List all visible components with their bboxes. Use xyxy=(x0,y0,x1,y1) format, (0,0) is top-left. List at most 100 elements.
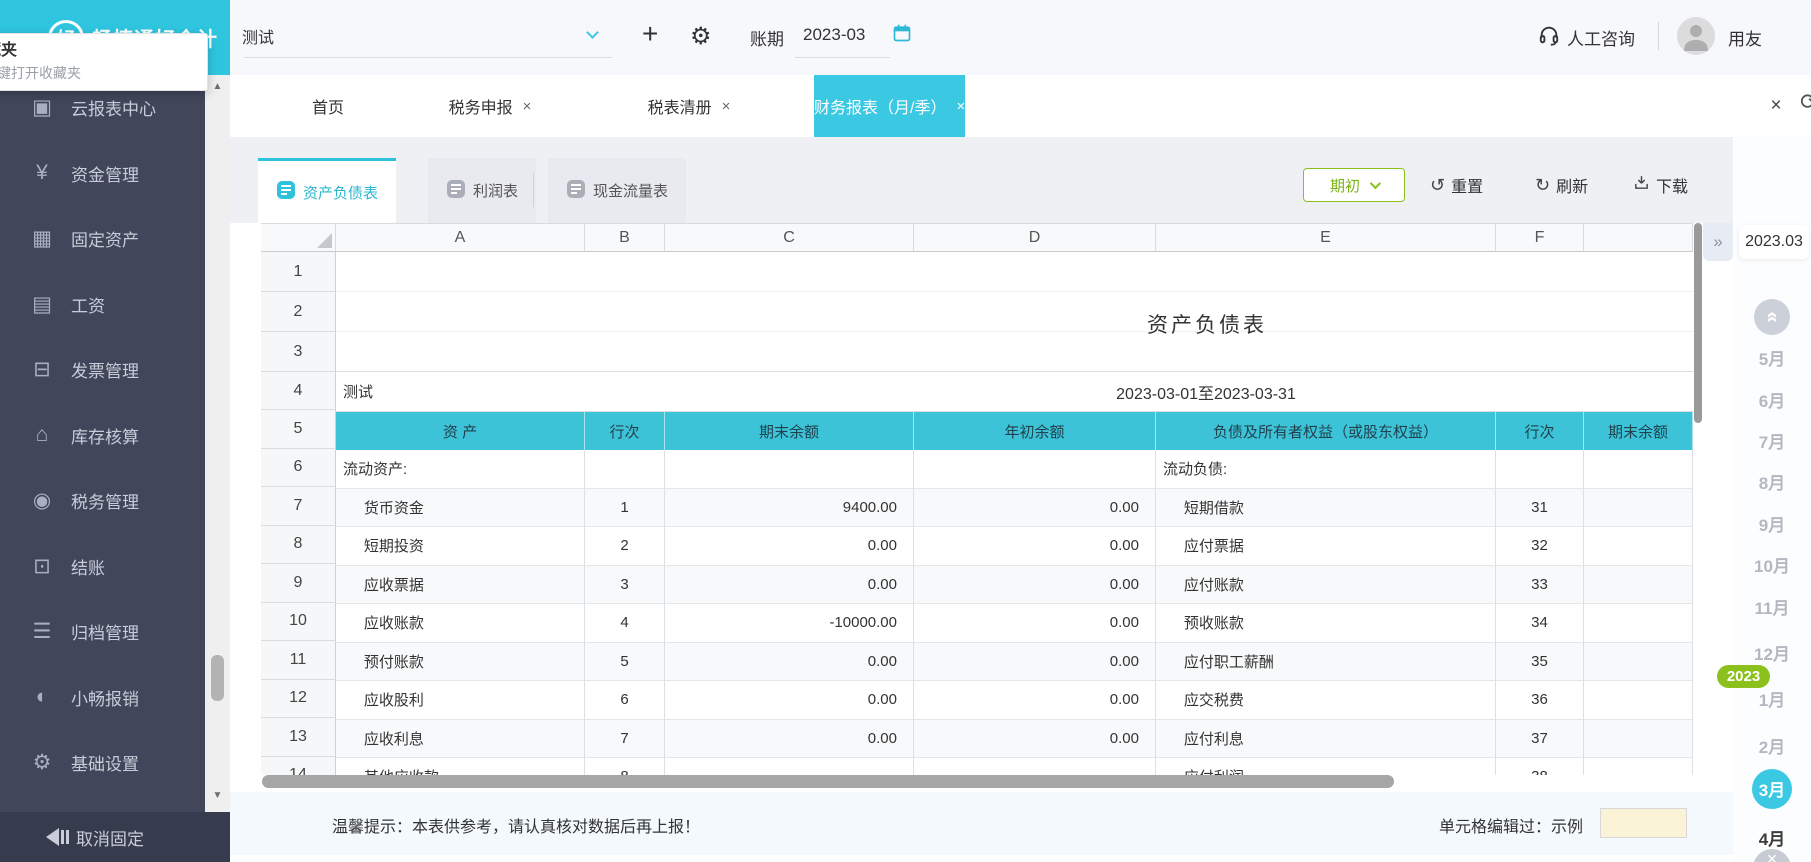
month-item[interactable]: 6月 xyxy=(1758,391,1786,411)
cell-beginning-balance[interactable]: 0.00 xyxy=(914,604,1156,643)
cell-ending-balance-2[interactable] xyxy=(1584,642,1693,681)
cell-beginning-balance[interactable]: 0.00 xyxy=(914,719,1156,758)
panel-close-icon[interactable]: × xyxy=(1753,849,1791,862)
sidebar-item[interactable]: ⊟ 发票管理 xyxy=(0,337,205,403)
cell-asset-name[interactable]: 预付账款 xyxy=(336,642,585,681)
header-ending-balance[interactable]: 期末余额 xyxy=(665,412,914,450)
human-support-button[interactable]: 人工咨询 xyxy=(1538,24,1635,51)
header-line-no-2[interactable]: 行次 xyxy=(1496,412,1584,450)
company-name-cell[interactable]: 测试 xyxy=(343,384,374,401)
sidebar-item[interactable]: ¥ 资金管理 xyxy=(0,141,205,207)
cell-ending-balance-2[interactable] xyxy=(1584,488,1693,527)
cell-line-no[interactable]: 1 xyxy=(585,488,665,527)
cell-ending-balance[interactable]: 9400.00 xyxy=(665,488,914,527)
cell-beginning-balance[interactable]: 0.00 xyxy=(914,681,1156,720)
reset-button[interactable]: ↺ 重置 xyxy=(1430,168,1483,202)
cell-ending-balance-2[interactable] xyxy=(1584,604,1693,643)
cell-liability-name[interactable]: 应付利息 xyxy=(1156,719,1496,758)
current-period-badge[interactable]: 2023.03 xyxy=(1739,225,1809,259)
user-name[interactable]: 用友 xyxy=(1728,30,1762,49)
scroll-up-icon[interactable]: ▲ xyxy=(212,81,223,92)
cell-beginning-balance[interactable]: 0.00 xyxy=(914,527,1156,566)
download-button[interactable]: 下载 xyxy=(1633,168,1688,202)
expand-panel-button[interactable]: » xyxy=(1703,223,1733,261)
cell-line-no[interactable]: 6 xyxy=(585,681,665,720)
month-item[interactable]: 7月 xyxy=(1758,432,1786,452)
cell-asset-name[interactable]: 应收票据 xyxy=(336,565,585,604)
column-header-e[interactable]: E xyxy=(1156,223,1496,252)
scroll-down-icon[interactable]: ▼ xyxy=(212,790,223,801)
tab-cash-flow[interactable]: 现金流量表 xyxy=(548,158,687,223)
sidebar-item[interactable]: ◐ 小畅报销 xyxy=(0,665,205,731)
column-header-g[interactable] xyxy=(1584,223,1693,252)
row-number[interactable]: 13 xyxy=(261,718,336,757)
cell-ending-balance-2[interactable] xyxy=(1584,719,1693,758)
cell-line-no-2[interactable] xyxy=(1496,450,1584,489)
period-value[interactable]: 2023-03 xyxy=(803,25,866,44)
title-band[interactable]: 资产负债表 xyxy=(336,252,1693,372)
cell-line-no[interactable]: 2 xyxy=(585,527,665,566)
sidebar-item[interactable]: ☰ 归档管理 xyxy=(0,599,205,665)
sidebar-item[interactable]: ▦ 固定资产 xyxy=(0,206,205,272)
cell-line-no[interactable]: 4 xyxy=(585,604,665,643)
cell-line-no[interactable]: 7 xyxy=(585,719,665,758)
cell-line-no-2[interactable]: 34 xyxy=(1496,604,1584,643)
cell-liability-name[interactable]: 应付职工薪酬 xyxy=(1156,642,1496,681)
month-item[interactable]: 2月 xyxy=(1758,737,1786,757)
cell-ending-balance-2[interactable] xyxy=(1584,681,1693,720)
calendar-icon[interactable] xyxy=(892,23,912,48)
tabbar-close-button[interactable]: × xyxy=(1770,95,1782,116)
cell-ending-balance[interactable]: -10000.00 xyxy=(665,604,914,643)
vertical-scroll-thumb[interactable] xyxy=(1694,223,1702,423)
row-number[interactable]: 3 xyxy=(261,332,336,372)
tab-income-statement[interactable]: 利润表 xyxy=(428,158,537,223)
cell-ending-balance[interactable]: 0.00 xyxy=(665,681,914,720)
row-number[interactable]: 4 xyxy=(261,372,336,410)
unpin-sidebar-button[interactable]: 取消固定 xyxy=(0,812,230,862)
row-number[interactable]: 8 xyxy=(261,525,336,564)
header-ending-balance-2[interactable]: 期末余额 xyxy=(1584,412,1693,450)
tabbar-more-icon[interactable]: ⟳ xyxy=(1800,89,1811,114)
header-assets[interactable]: 资 产 xyxy=(336,412,585,450)
cell-line-no-2[interactable]: 36 xyxy=(1496,681,1584,720)
cell-line-no[interactable] xyxy=(585,450,665,489)
sidebar-item[interactable]: ⊡ 结账 xyxy=(0,534,205,600)
sidebar-item[interactable]: ▤ 工资 xyxy=(0,272,205,338)
add-account-button[interactable]: + xyxy=(642,18,659,49)
cell-ending-balance[interactable]: 0.00 xyxy=(665,719,914,758)
cell-ending-balance[interactable] xyxy=(665,758,914,775)
row-number[interactable]: 12 xyxy=(261,679,336,718)
report-title[interactable]: 资产负债表 xyxy=(1147,314,1267,337)
cell-beginning-balance[interactable]: 0.00 xyxy=(914,488,1156,527)
row-number[interactable]: 6 xyxy=(261,448,336,487)
tab-close-icon[interactable]: × xyxy=(721,97,731,115)
cell-liability-name[interactable]: 预收账款 xyxy=(1156,604,1496,643)
gear-icon[interactable]: ⚙ xyxy=(690,23,712,50)
main-tab[interactable]: 财务报表（月/季） × xyxy=(814,75,966,137)
horizontal-scroll-thumb[interactable] xyxy=(262,775,1394,788)
month-item[interactable]: 4月 xyxy=(1758,830,1786,850)
refresh-button[interactable]: ↻ 刷新 xyxy=(1535,168,1588,202)
cell-line-no-2[interactable]: 38 xyxy=(1496,758,1584,775)
sidebar-item[interactable]: ⌂ 库存核算 xyxy=(0,403,205,469)
month-item[interactable]: 9月 xyxy=(1758,515,1786,535)
date-range-cell[interactable]: 2023-03-01至2023-03-31 xyxy=(1116,385,1296,403)
cell-asset-name[interactable]: 应收股利 xyxy=(336,681,585,720)
cell-line-no-2[interactable]: 35 xyxy=(1496,642,1584,681)
cell-ending-balance[interactable]: 0.00 xyxy=(665,527,914,566)
header-liabilities[interactable]: 负债及所有者权益（或股东权益） xyxy=(1156,412,1496,450)
chevron-down-icon[interactable] xyxy=(586,26,599,39)
sidebar-item[interactable]: ⚙ 基础设置 xyxy=(0,730,205,796)
row-number[interactable]: 11 xyxy=(261,641,336,680)
column-header-b[interactable]: B xyxy=(585,223,665,252)
cell-line-no[interactable]: 8 xyxy=(585,758,665,775)
cell-beginning-balance[interactable] xyxy=(914,758,1156,775)
cell-liability-name[interactable]: 短期借款 xyxy=(1156,488,1496,527)
row-number[interactable]: 9 xyxy=(261,564,336,603)
cell-line-no-2[interactable]: 33 xyxy=(1496,565,1584,604)
cell-ending-balance-2[interactable] xyxy=(1584,758,1693,775)
tab-close-icon[interactable]: × xyxy=(956,97,966,115)
account-name[interactable]: 测试 xyxy=(242,30,275,47)
cell-liability-name[interactable]: 流动负债: xyxy=(1156,450,1496,489)
cell-asset-name[interactable]: 其他应收款 xyxy=(336,758,585,775)
